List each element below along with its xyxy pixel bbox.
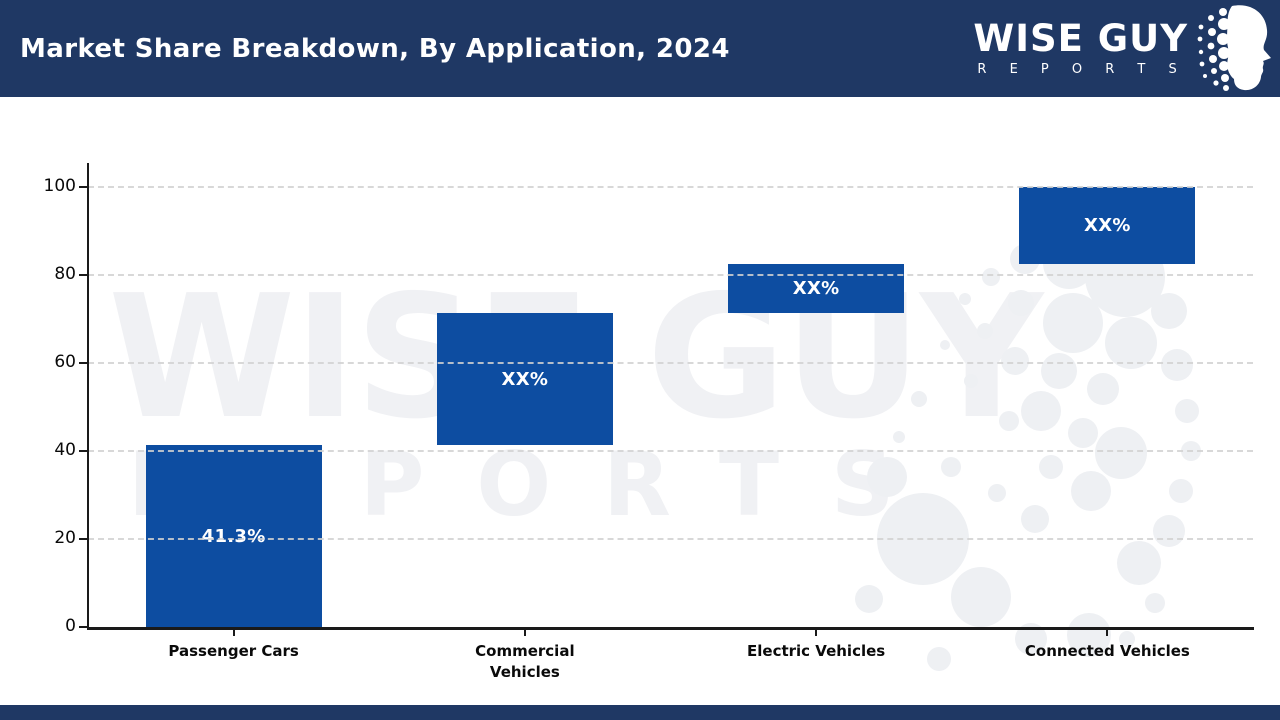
bar-value-label: 41.3% <box>201 525 266 547</box>
logo-face-icon <box>1197 4 1271 91</box>
chart-area: WISE GUY REPORTS 0 20 4 <box>0 97 1280 705</box>
y-tick-label-100: 100 <box>43 176 76 196</box>
y-tick-label-80: 80 <box>54 264 76 284</box>
bar-commercial-vehicles: XX% <box>436 313 613 446</box>
y-tick-80 <box>79 274 87 276</box>
y-tick-20 <box>79 538 87 540</box>
x-tick-label-line: Vehicles <box>489 663 560 681</box>
bar-value-label: XX% <box>792 278 840 300</box>
x-tick-label-0: Passenger Cars <box>124 641 344 662</box>
y-tick-label-20: 20 <box>54 528 76 548</box>
logo-subtitle: R E P O R T S <box>977 62 1187 77</box>
x-tick-0 <box>232 629 235 636</box>
bar-connected-vehicles: XX% <box>1019 187 1196 264</box>
y-tick-label-0: 0 <box>65 616 76 636</box>
x-tick-label-line: Connected Vehicles <box>1024 642 1190 660</box>
footer-bar <box>0 705 1280 720</box>
x-tick-2 <box>815 629 818 636</box>
x-tick-label-3: Connected Vehicles <box>997 641 1217 662</box>
bar-passenger-cars: 41.3% <box>145 445 322 627</box>
y-tick-100 <box>79 186 87 188</box>
header-bar: Market Share Breakdown, By Application, … <box>0 0 1280 97</box>
wise-guy-logo: WISE GUY R E P O R T S <box>973 3 1274 95</box>
y-tick-label-40: 40 <box>54 440 76 460</box>
page-title: Market Share Breakdown, By Application, … <box>20 33 730 64</box>
x-tick-1 <box>523 629 526 636</box>
y-axis <box>87 163 89 629</box>
x-tick-label-line: Electric Vehicles <box>747 642 886 660</box>
logo-text: WISE GUY R E P O R T S <box>973 20 1188 77</box>
bar-value-label: XX% <box>1084 215 1131 236</box>
x-tick-label-2: Electric Vehicles <box>706 641 926 662</box>
y-tick-60 <box>79 362 87 364</box>
logo-wordmark: WISE GUY <box>973 17 1188 60</box>
x-tick-label-line: Passenger Cars <box>168 642 299 660</box>
x-tick-3 <box>1106 629 1109 636</box>
bar-electric-vehicles: XX% <box>728 264 905 314</box>
x-axis <box>87 627 1254 630</box>
bar-value-label: XX% <box>501 368 549 390</box>
y-tick-40 <box>79 450 87 452</box>
x-tick-label-line: Commercial <box>475 642 575 660</box>
y-tick-label-60: 60 <box>54 352 76 372</box>
y-tick-0 <box>79 626 87 628</box>
x-tick-label-1: Commercial Vehicles <box>415 641 635 683</box>
